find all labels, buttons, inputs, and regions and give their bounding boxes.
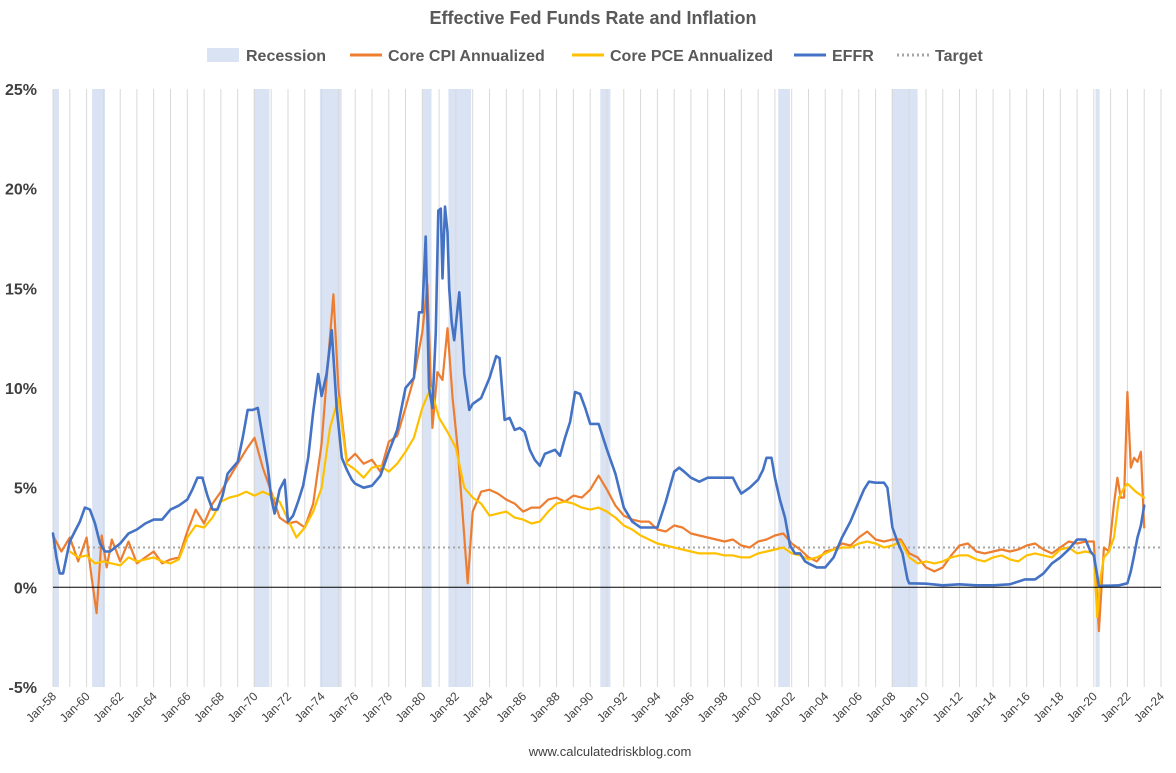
legend: Recession Core CPI Annualized Core PCE A…	[207, 48, 983, 65]
x-tick-label: Jan-64	[124, 689, 160, 725]
legend-label-target: Target	[935, 48, 983, 65]
x-tick-label: Jan-20	[1064, 689, 1100, 725]
x-tick-label: Jan-74	[292, 689, 328, 725]
x-tick-label: Jan-80	[393, 689, 429, 725]
recession-band-0	[53, 89, 59, 687]
x-tick-label: Jan-14	[963, 689, 999, 725]
x-tick-label: Jan-90	[560, 689, 596, 725]
legend-swatch-recession	[207, 48, 239, 62]
x-tick-label: Jan-06	[829, 689, 865, 725]
legend-label-core-cpi: Core CPI Annualized	[388, 48, 545, 65]
x-tick-label: Jan-76	[325, 689, 361, 725]
series-line-core-cpi-annualized	[51, 283, 1146, 633]
x-tick-label: Jan-68	[191, 689, 227, 725]
x-tick-label: Jan-00	[728, 689, 764, 725]
series-line-core-pce-annualized	[68, 386, 1146, 619]
x-tick-label: Jan-24	[1131, 689, 1167, 725]
legend-label-effr: EFFR	[832, 48, 874, 65]
x-tick-label: Jan-88	[527, 689, 563, 725]
series-lines	[51, 205, 1146, 633]
x-tick-label: Jan-84	[460, 689, 496, 725]
y-tick-label: 15%	[5, 281, 37, 298]
x-tick-label: Jan-22	[1098, 689, 1134, 725]
recession-band-2	[253, 89, 270, 687]
x-tick-label: Jan-16	[997, 689, 1033, 725]
vertical-gridlines	[52, 89, 1162, 687]
x-tick-label: Jan-82	[426, 689, 462, 725]
recession-band-6	[600, 89, 611, 687]
x-tick-label: Jan-12	[930, 689, 966, 725]
chart-title: Effective Fed Funds Rate and Inflation	[429, 8, 756, 28]
recession-band-4	[422, 89, 432, 687]
x-tick-label: Jan-92	[594, 689, 630, 725]
x-tick-label: Jan-02	[762, 689, 798, 725]
x-tick-label: Jan-18	[1031, 689, 1067, 725]
x-tick-label: Jan-86	[493, 689, 529, 725]
y-tick-label: 25%	[5, 82, 37, 99]
source-text: www.calculatedriskblog.com	[528, 744, 692, 759]
y-tick-label: 10%	[5, 381, 37, 398]
series-line-effr	[51, 205, 1146, 588]
x-tick-label: Jan-08	[863, 689, 899, 725]
x-tick-label: Jan-78	[359, 689, 395, 725]
x-tick-label: Jan-04	[795, 689, 831, 725]
legend-label-recession: Recession	[246, 48, 326, 65]
x-tick-label: Jan-60	[57, 689, 93, 725]
x-tick-label: Jan-10	[896, 689, 932, 725]
x-tick-label: Jan-66	[158, 689, 194, 725]
x-tick-label: Jan-96	[661, 689, 697, 725]
x-tick-label: Jan-72	[258, 689, 294, 725]
legend-label-core-pce: Core PCE Annualized	[610, 48, 773, 65]
recession-band-9	[1095, 89, 1100, 687]
y-tick-label: 20%	[5, 182, 37, 199]
recession-band-8	[891, 89, 918, 687]
recession-band-7	[778, 89, 790, 687]
y-tick-label: -5%	[9, 680, 37, 697]
x-tick-label: Jan-70	[225, 689, 261, 725]
recession-band-3	[319, 89, 342, 687]
y-tick-label: 0%	[14, 580, 37, 597]
x-tick-label: Jan-62	[90, 689, 126, 725]
x-tick-label: Jan-98	[695, 689, 731, 725]
x-tick-label: Jan-94	[628, 689, 664, 725]
y-tick-label: 5%	[14, 481, 37, 498]
